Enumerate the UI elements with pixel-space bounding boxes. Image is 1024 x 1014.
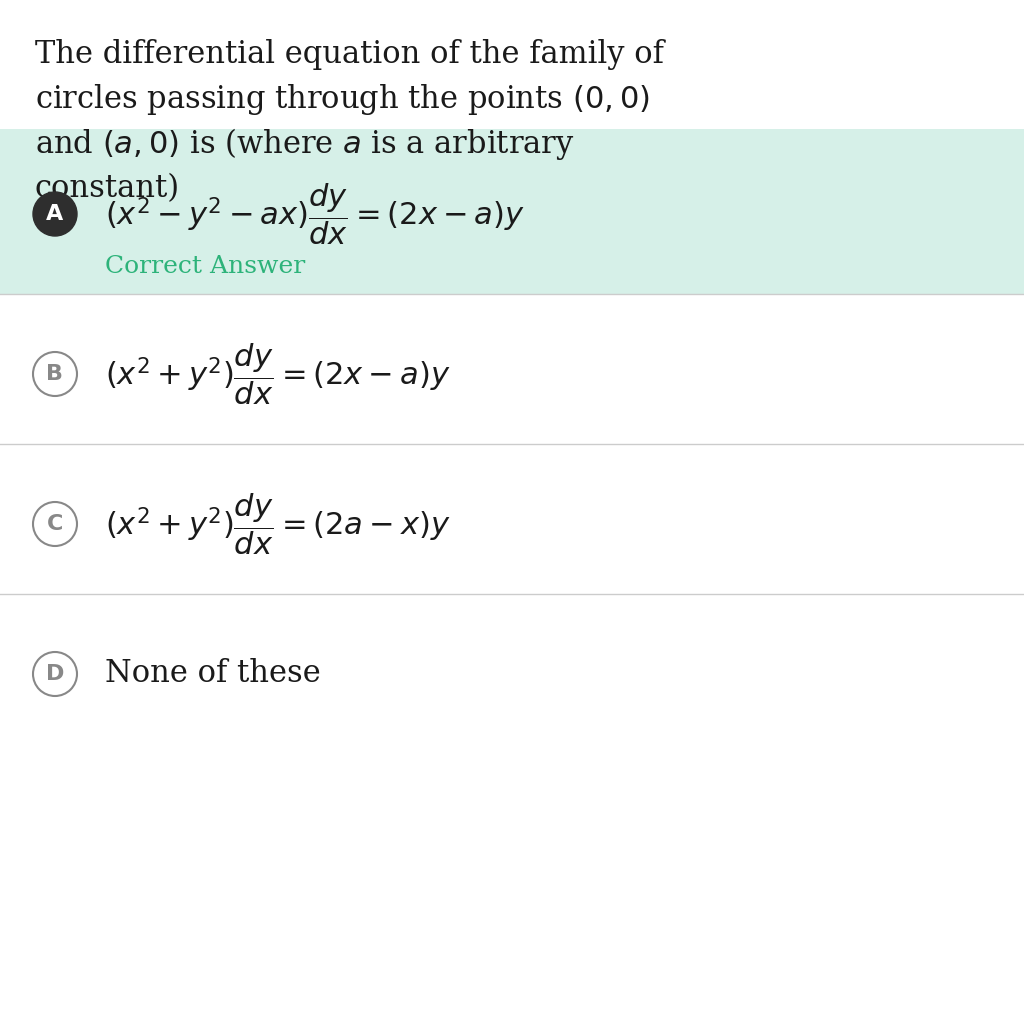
Text: C: C: [47, 514, 63, 534]
Text: The differential equation of the family of: The differential equation of the family …: [35, 39, 664, 70]
Text: $(x^2 - y^2 - ax)\dfrac{dy}{dx} = (2x - a)y$: $(x^2 - y^2 - ax)\dfrac{dy}{dx} = (2x - …: [105, 182, 524, 246]
Text: None of these: None of these: [105, 658, 321, 690]
Text: B: B: [46, 364, 63, 384]
Text: $(x^2 + y^2)\dfrac{dy}{dx} = (2x - a)y$: $(x^2 + y^2)\dfrac{dy}{dx} = (2x - a)y$: [105, 342, 451, 407]
Text: D: D: [46, 664, 65, 684]
Text: constant): constant): [35, 173, 180, 205]
Text: Correct Answer: Correct Answer: [105, 255, 305, 278]
Text: A: A: [46, 204, 63, 224]
Text: $(x^2 + y^2)\dfrac{dy}{dx} = (2a - x)y$: $(x^2 + y^2)\dfrac{dy}{dx} = (2a - x)y$: [105, 491, 451, 557]
Circle shape: [33, 192, 77, 236]
Text: and $(a, 0)$ is (where $a$ is a arbitrary: and $(a, 0)$ is (where $a$ is a arbitrar…: [35, 126, 574, 162]
Text: circles passing through the points $(0, 0)$: circles passing through the points $(0, …: [35, 81, 650, 117]
FancyBboxPatch shape: [0, 129, 1024, 294]
